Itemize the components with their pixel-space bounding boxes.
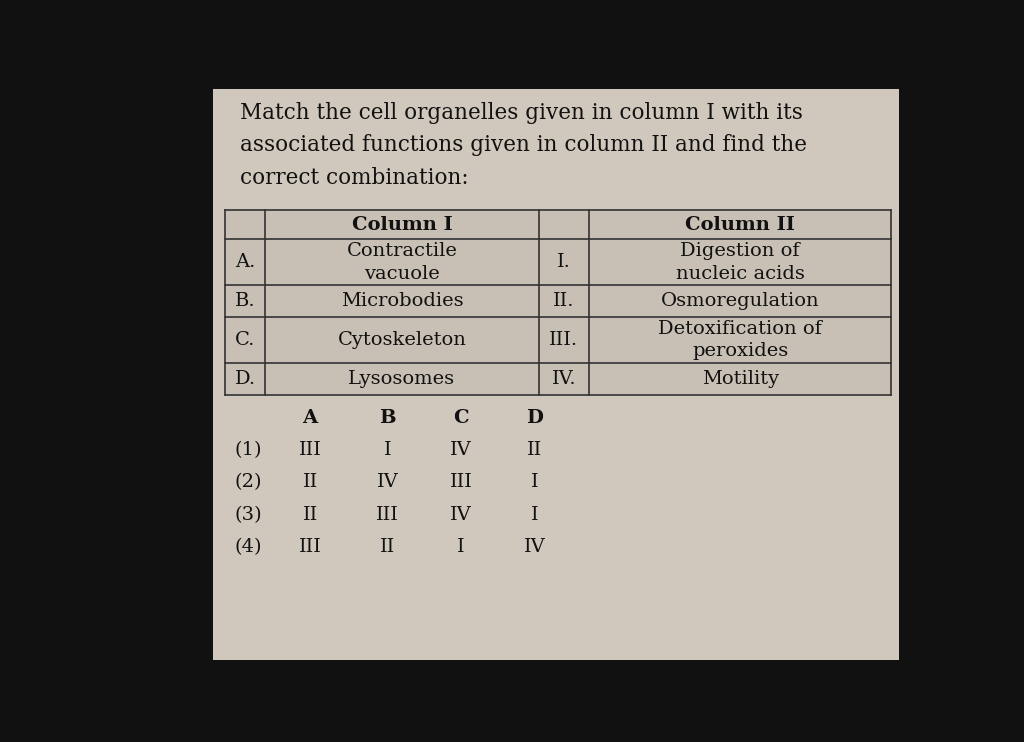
- Text: A: A: [302, 409, 317, 427]
- Text: II.: II.: [553, 292, 574, 310]
- Text: B: B: [379, 409, 396, 427]
- Text: Lysosomes: Lysosomes: [348, 370, 456, 388]
- Text: III: III: [299, 538, 322, 556]
- Text: (3): (3): [234, 505, 262, 524]
- Text: Cytoskeleton: Cytoskeleton: [338, 331, 466, 349]
- Text: A.: A.: [234, 253, 255, 272]
- Text: I: I: [531, 473, 539, 491]
- Text: C: C: [454, 409, 469, 427]
- Text: Column I: Column I: [351, 216, 453, 234]
- Text: III: III: [450, 473, 473, 491]
- Text: associated functions given in column II and find the: associated functions given in column II …: [241, 134, 807, 157]
- Text: (1): (1): [234, 441, 262, 459]
- Text: Detoxification of
peroxides: Detoxification of peroxides: [658, 320, 822, 361]
- Text: Column II: Column II: [685, 216, 796, 234]
- Text: Motility: Motility: [701, 370, 779, 388]
- Text: (4): (4): [234, 538, 262, 556]
- Text: IV: IV: [524, 538, 546, 556]
- Text: I: I: [384, 441, 391, 459]
- Text: III: III: [376, 505, 399, 524]
- Text: II: II: [380, 538, 395, 556]
- Text: Contractile
vacuole: Contractile vacuole: [346, 242, 458, 283]
- Text: Osmoregulation: Osmoregulation: [660, 292, 819, 310]
- Text: D: D: [526, 409, 544, 427]
- Text: II: II: [527, 441, 543, 459]
- Text: Microbodies: Microbodies: [341, 292, 463, 310]
- Text: correct combination:: correct combination:: [241, 167, 469, 188]
- Text: I: I: [458, 538, 465, 556]
- Text: C.: C.: [234, 331, 255, 349]
- Text: Match the cell organelles given in column I with its: Match the cell organelles given in colum…: [241, 102, 803, 124]
- Text: B.: B.: [234, 292, 255, 310]
- Text: D.: D.: [234, 370, 256, 388]
- Text: (2): (2): [234, 473, 262, 491]
- Text: Digestion of
nucleic acids: Digestion of nucleic acids: [676, 242, 805, 283]
- Text: I: I: [531, 505, 539, 524]
- Text: IV: IV: [451, 441, 472, 459]
- Bar: [225, 210, 891, 395]
- Text: I.: I.: [557, 253, 570, 272]
- Bar: [213, 89, 899, 660]
- Text: IV.: IV.: [552, 370, 577, 388]
- Text: III.: III.: [549, 331, 579, 349]
- Text: III: III: [299, 441, 322, 459]
- Text: II: II: [302, 505, 317, 524]
- Text: IV: IV: [377, 473, 398, 491]
- Text: IV: IV: [451, 505, 472, 524]
- Text: II: II: [302, 473, 317, 491]
